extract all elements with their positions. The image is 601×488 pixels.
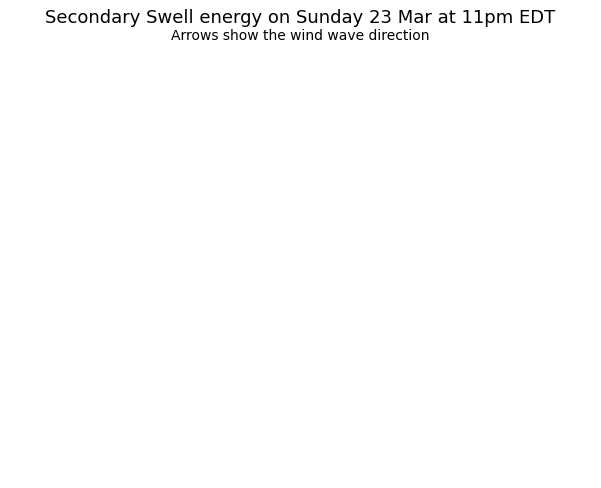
Text: Arrows show the wind wave direction: Arrows show the wind wave direction	[171, 29, 430, 43]
Text: cartopy not available: cartopy not available	[197, 254, 404, 273]
Text: Secondary Swell energy on Sunday 23 Mar at 11pm EDT: Secondary Swell energy on Sunday 23 Mar …	[45, 9, 556, 27]
